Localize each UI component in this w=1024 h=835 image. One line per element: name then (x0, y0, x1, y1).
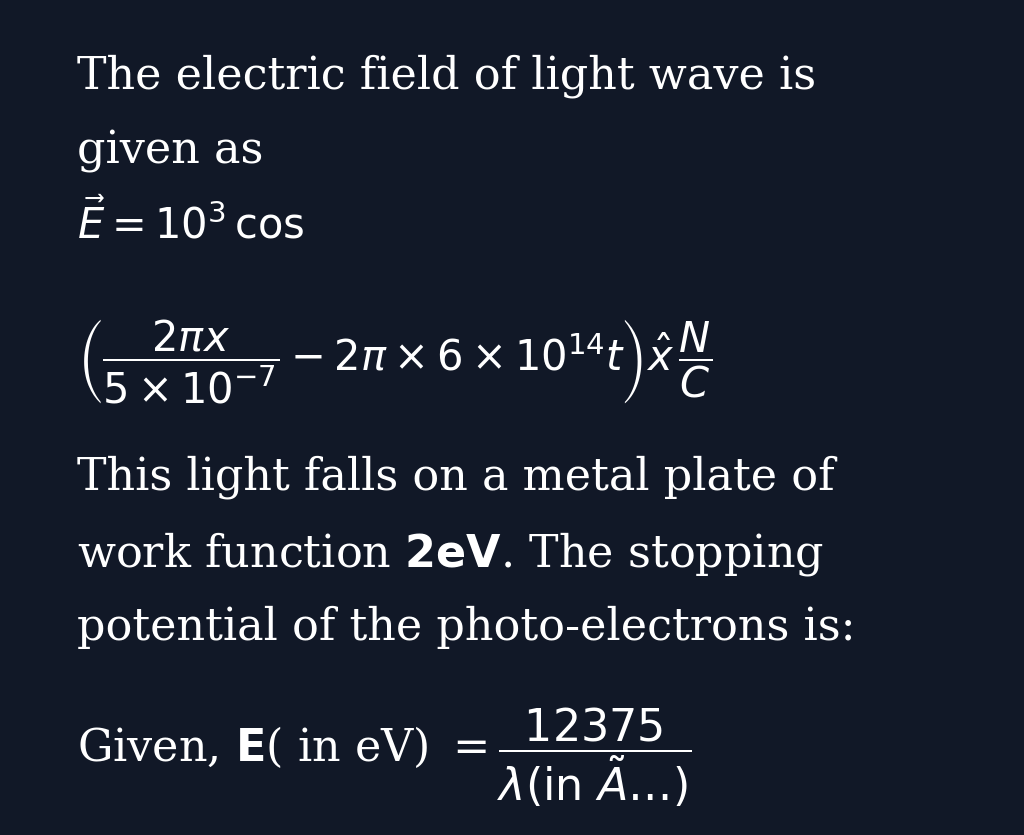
Text: The electric field of light wave is: The electric field of light wave is (77, 54, 816, 98)
Text: potential of the photo-electrons is:: potential of the photo-electrons is: (77, 605, 855, 649)
Text: This light falls on a metal plate of: This light falls on a metal plate of (77, 455, 835, 498)
Text: work function $\mathbf{2eV}$. The stopping: work function $\mathbf{2eV}$. The stoppi… (77, 530, 823, 578)
Text: $\vec{E} = 10^3\,\cos$: $\vec{E} = 10^3\,\cos$ (77, 199, 304, 247)
Text: Given, $\mathbf{E}$( in eV) $= \dfrac{12375}{\lambda(\mathrm{in}\ \tilde{A}\ldot: Given, $\mathbf{E}$( in eV) $= \dfrac{12… (77, 706, 691, 809)
Text: given as: given as (77, 129, 263, 173)
Text: $\left(\dfrac{2\pi x}{5\times10^{-7}} - 2\pi \times 6 \times 10^{14}t\right)\hat: $\left(\dfrac{2\pi x}{5\times10^{-7}} - … (77, 317, 712, 405)
